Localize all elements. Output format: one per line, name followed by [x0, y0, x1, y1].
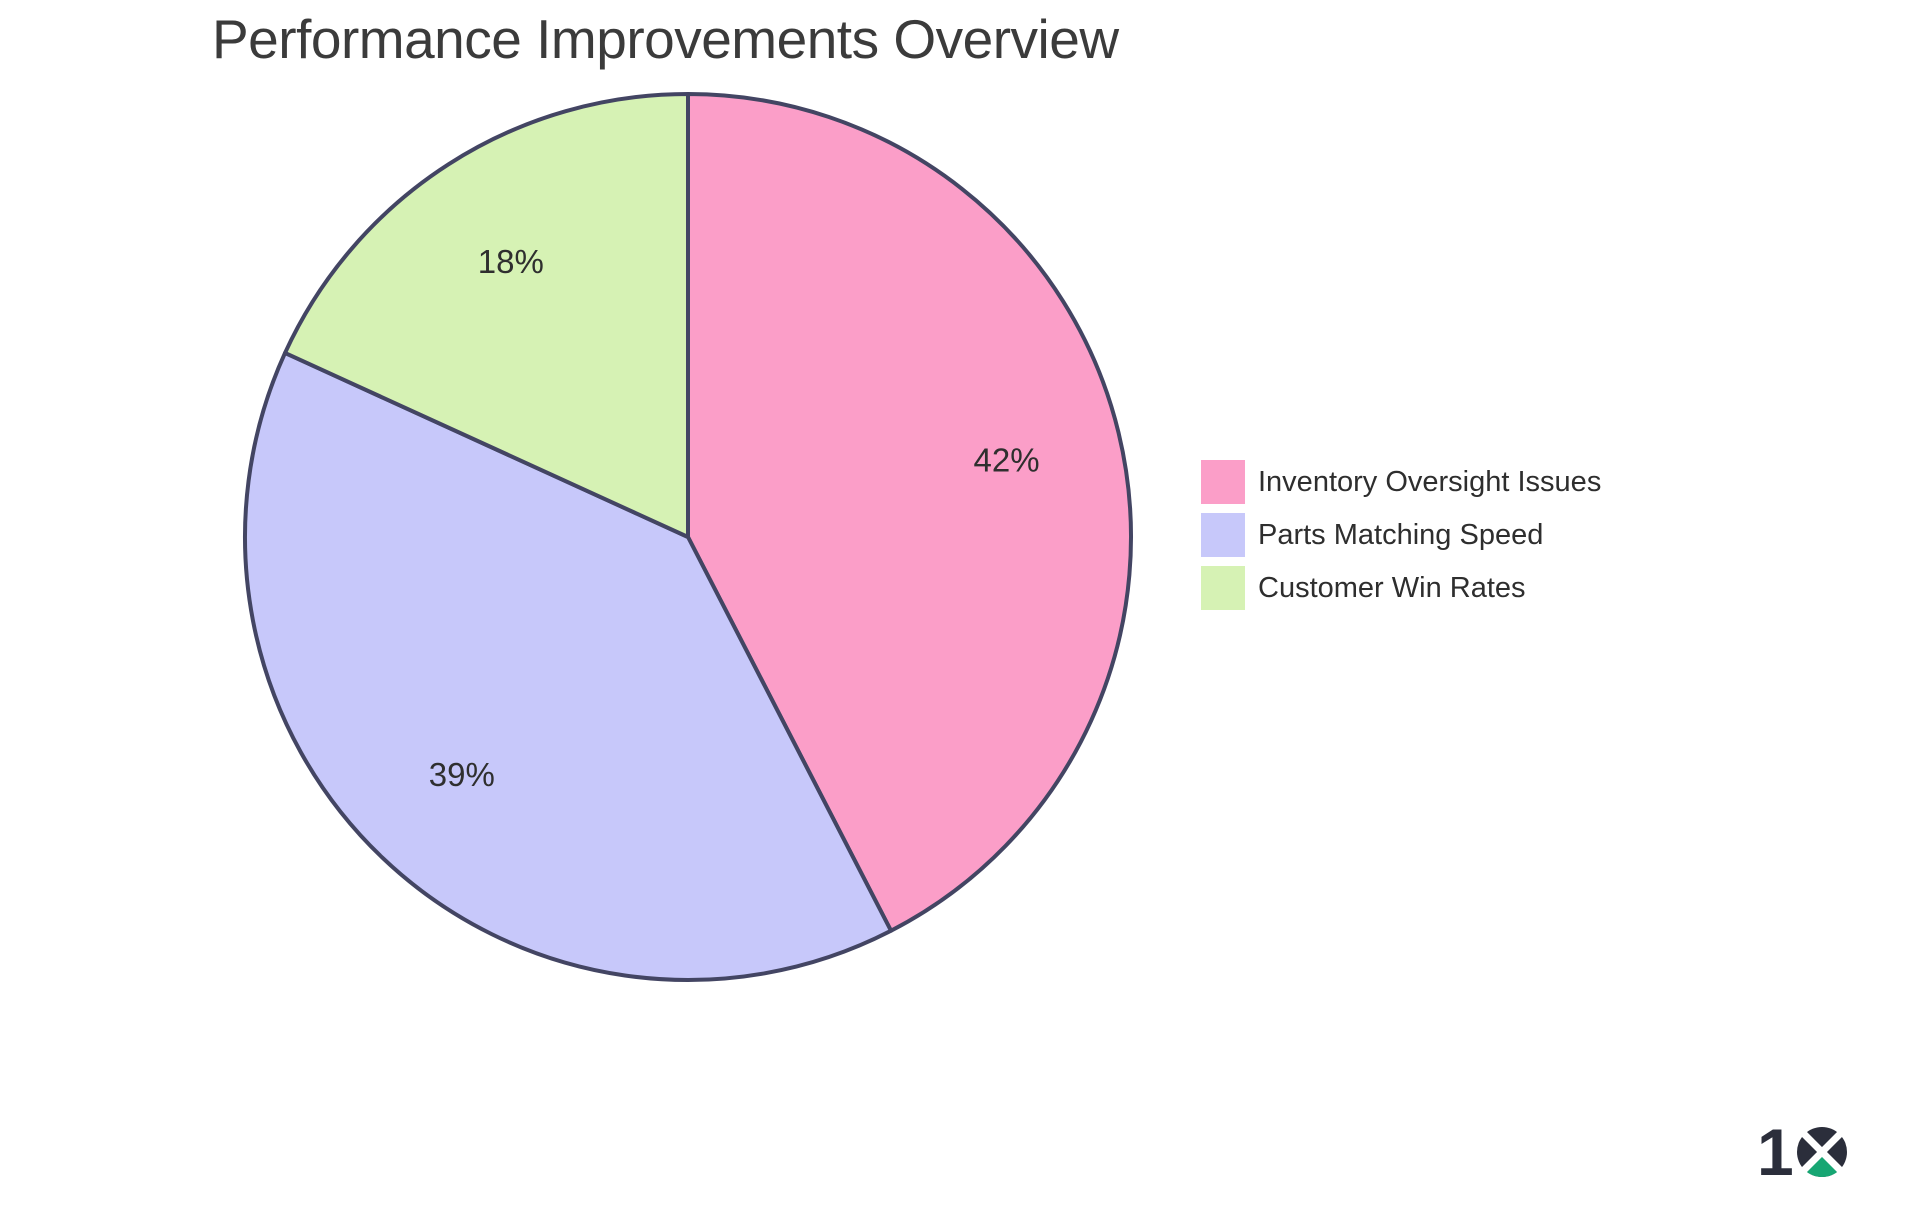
legend: Inventory Oversight Issues Parts Matchin… — [1201, 460, 1601, 610]
legend-label: Customer Win Rates — [1258, 571, 1526, 604]
pie-labels-group: 42% 39% 18% — [429, 243, 1040, 793]
legend-item-parts-matching-speed[interactable]: Parts Matching Speed — [1201, 513, 1601, 557]
pie-slices-group — [243, 92, 1133, 982]
pie-slice[interactable] — [283, 92, 690, 539]
pie-slice[interactable] — [243, 350, 893, 982]
legend-label: Inventory Oversight Issues — [1258, 465, 1602, 498]
legend-item-inventory-oversight-issues[interactable]: Inventory Oversight Issues — [1201, 460, 1601, 504]
legend-swatch — [1201, 460, 1245, 504]
pie-percent-label: 42% — [974, 442, 1040, 479]
legend-swatch — [1201, 513, 1245, 557]
legend-swatch — [1201, 566, 1245, 610]
legend-label: Parts Matching Speed — [1258, 518, 1544, 551]
pie-slice[interactable] — [686, 92, 1133, 933]
logo-pie-x-icon — [1796, 1127, 1847, 1178]
logo-numeral: 1 — [1757, 1115, 1794, 1189]
chart-title: Performance Improvements Overview — [212, 8, 1119, 70]
brand-logo: 1 — [1757, 1115, 1849, 1189]
pie-percent-label: 18% — [478, 243, 544, 280]
legend-item-customer-win-rates[interactable]: Customer Win Rates — [1201, 566, 1601, 610]
pie-percent-label: 39% — [429, 756, 495, 793]
